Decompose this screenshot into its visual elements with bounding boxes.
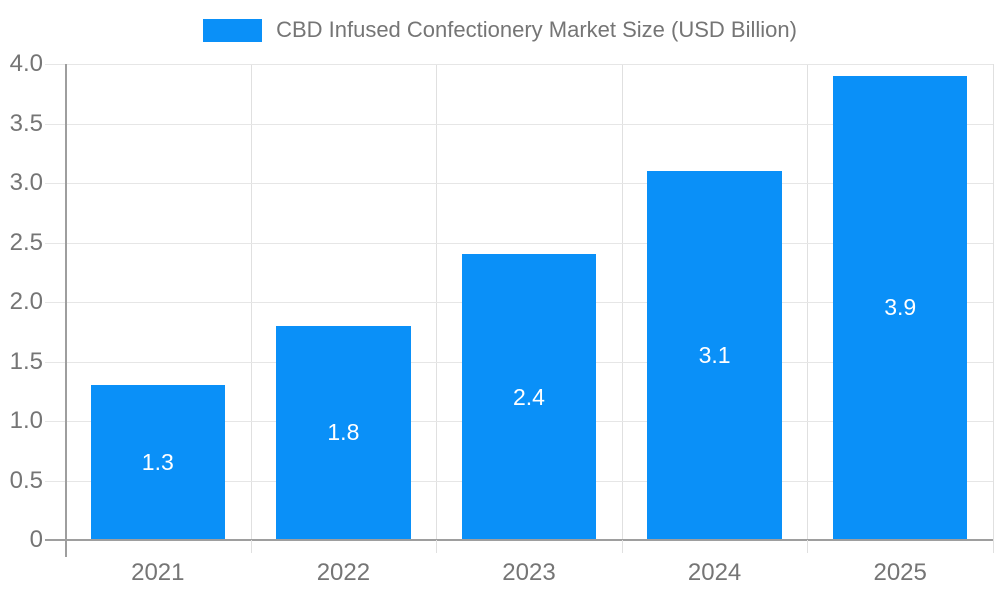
bar-value-label: 3.9 [884, 294, 917, 321]
bar-value-label: 1.8 [327, 419, 360, 446]
chart-legend[interactable]: CBD Infused Confectionery Market Size (U… [0, 16, 1000, 44]
y-tick-label: 3.0 [9, 169, 43, 196]
bar-2021[interactable]: 1.3 [90, 385, 226, 540]
bar-2024[interactable]: 3.1 [647, 171, 782, 540]
x-tick-label: 2024 [687, 559, 742, 586]
bar-2023[interactable]: 2.4 [461, 254, 597, 540]
y-tick-label: 3.5 [9, 109, 43, 137]
x-axis-tick [250, 540, 252, 553]
v-gridline [993, 64, 994, 540]
x-tick-label: 2021 [131, 559, 185, 586]
bar-value-label: 1.3 [141, 449, 174, 476]
y-axis-line [65, 64, 67, 557]
h-gridline [45, 123, 993, 125]
y-tick-label: 2.5 [9, 228, 43, 256]
x-axis-tick [436, 540, 438, 553]
y-tick-label: 2.0 [9, 288, 43, 315]
x-tick-label: 2025 [873, 559, 927, 586]
x-axis-line [45, 539, 993, 541]
x-axis-tick [621, 540, 623, 553]
y-tick-label: 1.5 [9, 347, 43, 375]
x-tick-label: 2023 [502, 559, 556, 586]
legend-swatch [203, 18, 263, 42]
x-axis-tick [993, 540, 994, 553]
x-axis-tick [807, 540, 809, 553]
h-gridline [45, 64, 993, 65]
y-tick-label: 0.5 [9, 466, 43, 494]
bar-2022[interactable]: 1.8 [276, 325, 411, 540]
bar-value-label: 2.4 [513, 383, 545, 410]
h-gridline [45, 183, 993, 184]
y-tick-label: 0 [29, 526, 43, 553]
bar-value-label: 3.1 [698, 342, 731, 369]
y-tick-label: 4.0 [9, 50, 43, 77]
y-tick-label: 1.0 [9, 407, 43, 434]
plot-area: 1.3 1.8 2.4 3.1 3.9 [45, 64, 994, 557]
x-tick-label: 2022 [316, 559, 371, 586]
bar-2025[interactable]: 3.9 [832, 75, 968, 540]
legend-label: CBD Infused Confectionery Market Size (U… [276, 17, 797, 42]
h-gridline [45, 242, 993, 244]
